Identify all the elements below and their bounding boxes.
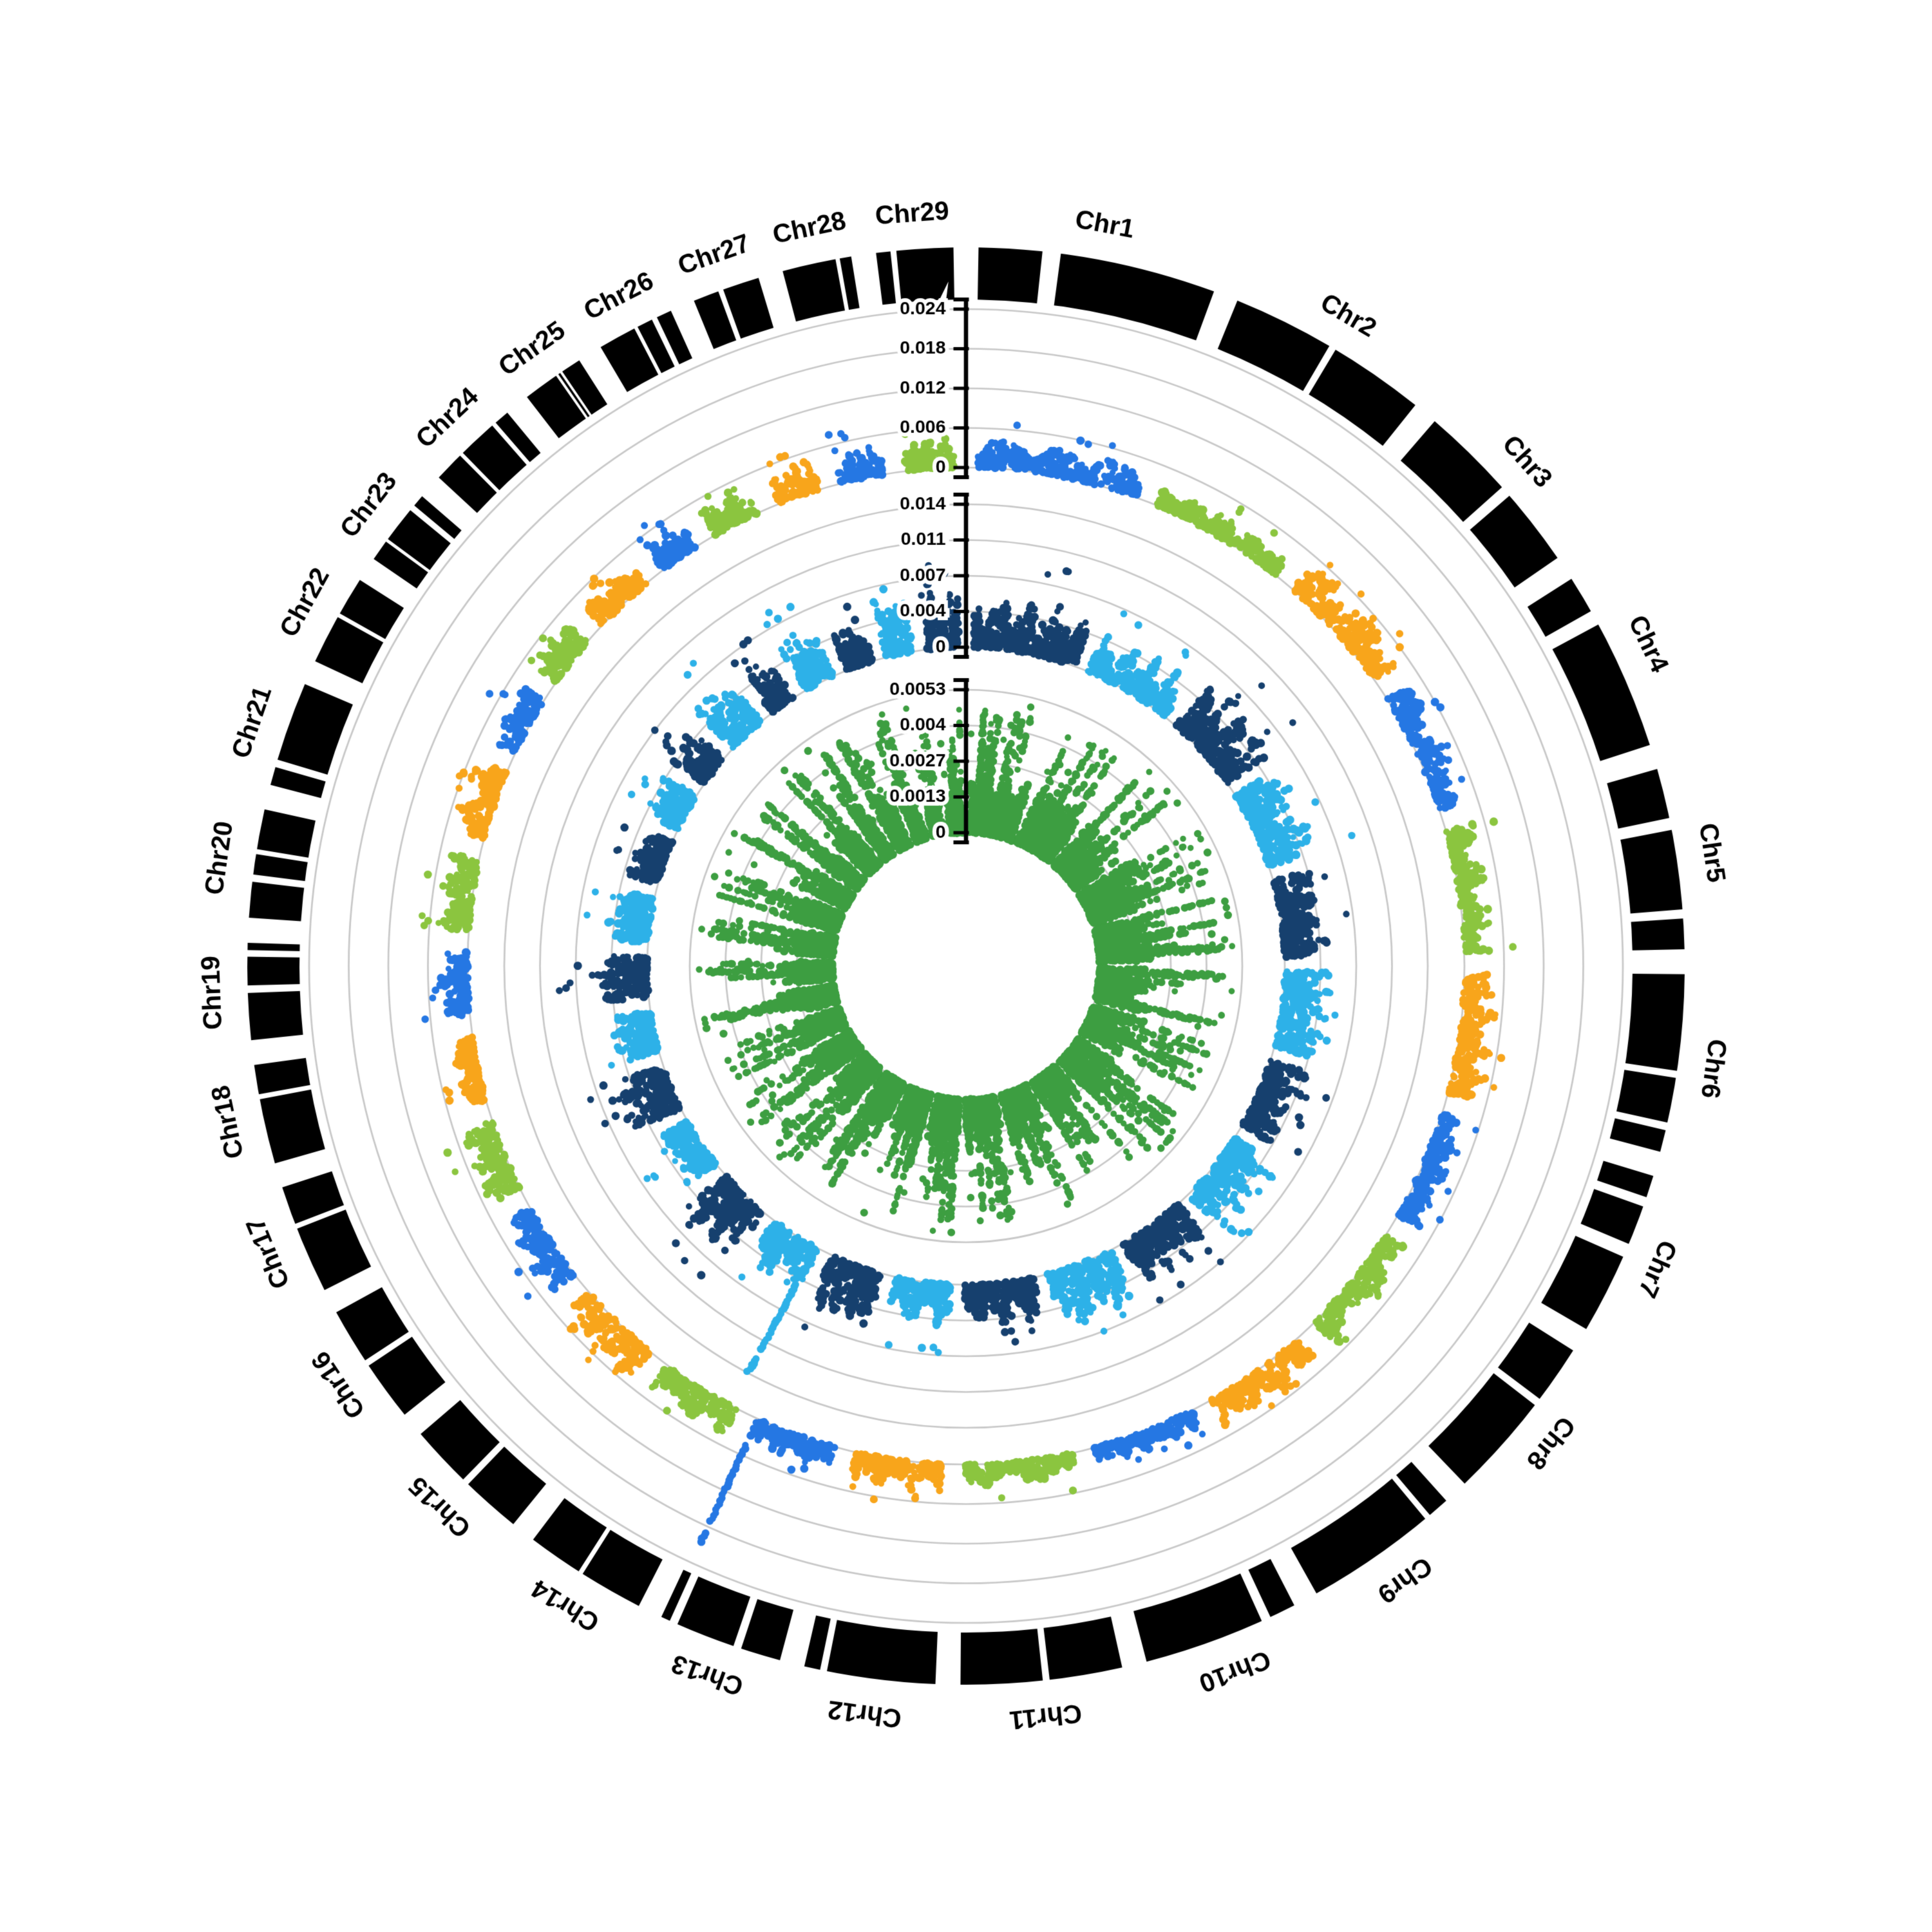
circos-canvas bbox=[0, 0, 1932, 1932]
circos-figure bbox=[0, 0, 1932, 1932]
